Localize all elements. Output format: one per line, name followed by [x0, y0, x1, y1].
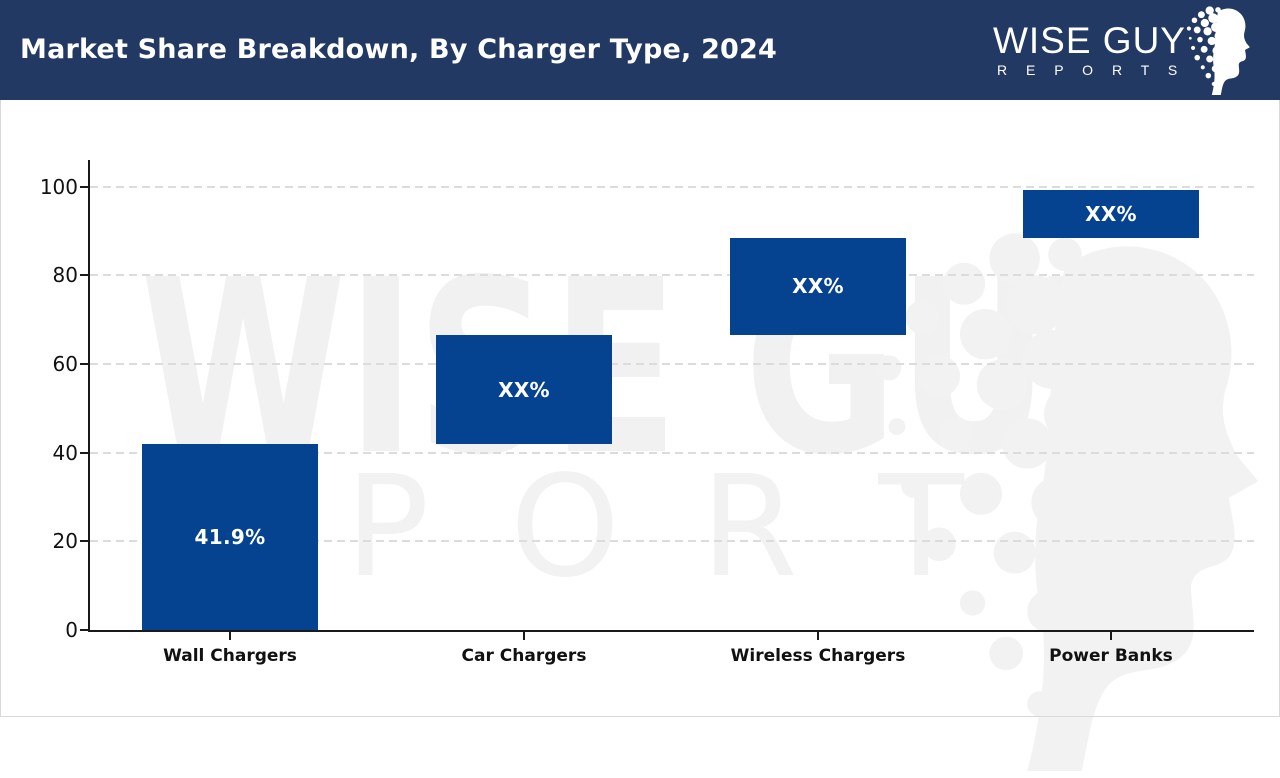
chart-area: WISE GUY P O R T S 0 20 40 60 80 100 41.9% Wall…: [0, 100, 1280, 720]
y-tick-80: [80, 274, 90, 277]
bar-wireless-chargers: XX%: [730, 237, 906, 336]
bar-value-label: XX%: [498, 377, 550, 402]
x-tick-3: [1110, 632, 1112, 640]
bar-wall-chargers: 41.9%: [142, 444, 318, 630]
logo-subtext: R E P O R T S: [996, 62, 1185, 79]
logo-text: WISE GUY R E P O R T S: [992, 19, 1186, 79]
bar-value-label: XX%: [1085, 201, 1137, 226]
gridline-60: [90, 363, 1254, 366]
x-category-label: Car Chargers: [461, 646, 587, 666]
y-tick-0: [80, 629, 90, 631]
x-tick-0: [229, 632, 231, 640]
y-tick-label-0: 0: [65, 618, 78, 642]
wise-guy-reports-logo: WISE GUY R E P O R T S: [993, 4, 1266, 96]
watermark-subtext: P O R T S: [345, 446, 1152, 609]
y-axis-line: [88, 160, 90, 632]
logo-wordmark: WISE GUY: [992, 19, 1186, 61]
y-tick-label-20: 20: [52, 529, 78, 554]
bar-value-label: XX%: [792, 274, 844, 299]
y-tick-100: [80, 185, 90, 188]
y-tick-60: [80, 363, 90, 366]
x-category-label: Power Banks: [1049, 646, 1173, 666]
y-tick-20: [80, 540, 90, 543]
page-title: Market Share Breakdown, By Charger Type,…: [20, 34, 778, 65]
y-tick-label-60: 60: [52, 352, 78, 377]
gridline-40: [90, 451, 1254, 454]
watermark-head-icon: [855, 218, 1275, 778]
x-tick-1: [523, 632, 525, 640]
gridline-20: [90, 540, 1254, 543]
y-tick-label-40: 40: [52, 440, 78, 465]
x-axis-line: [88, 630, 1254, 632]
x-category-label: Wireless Chargers: [730, 646, 906, 666]
header-bar: Market Share Breakdown, By Charger Type,…: [0, 0, 1280, 100]
gridline-80: [90, 274, 1254, 277]
dotted-head-icon: [1170, 5, 1266, 95]
y-tick-label-80: 80: [52, 263, 78, 288]
y-tick-label-100: 100: [39, 174, 78, 199]
x-tick-2: [817, 632, 819, 640]
bar-power-banks: XX%: [1023, 190, 1199, 238]
gridline-100: [90, 185, 1254, 188]
bar-car-chargers: XX%: [436, 335, 612, 445]
bar-value-label: 41.9%: [194, 525, 266, 550]
y-tick-40: [80, 451, 90, 454]
x-category-label: Wall Chargers: [163, 646, 297, 666]
page: { "header": { "title": "Market Share Bre…: [0, 0, 1280, 720]
